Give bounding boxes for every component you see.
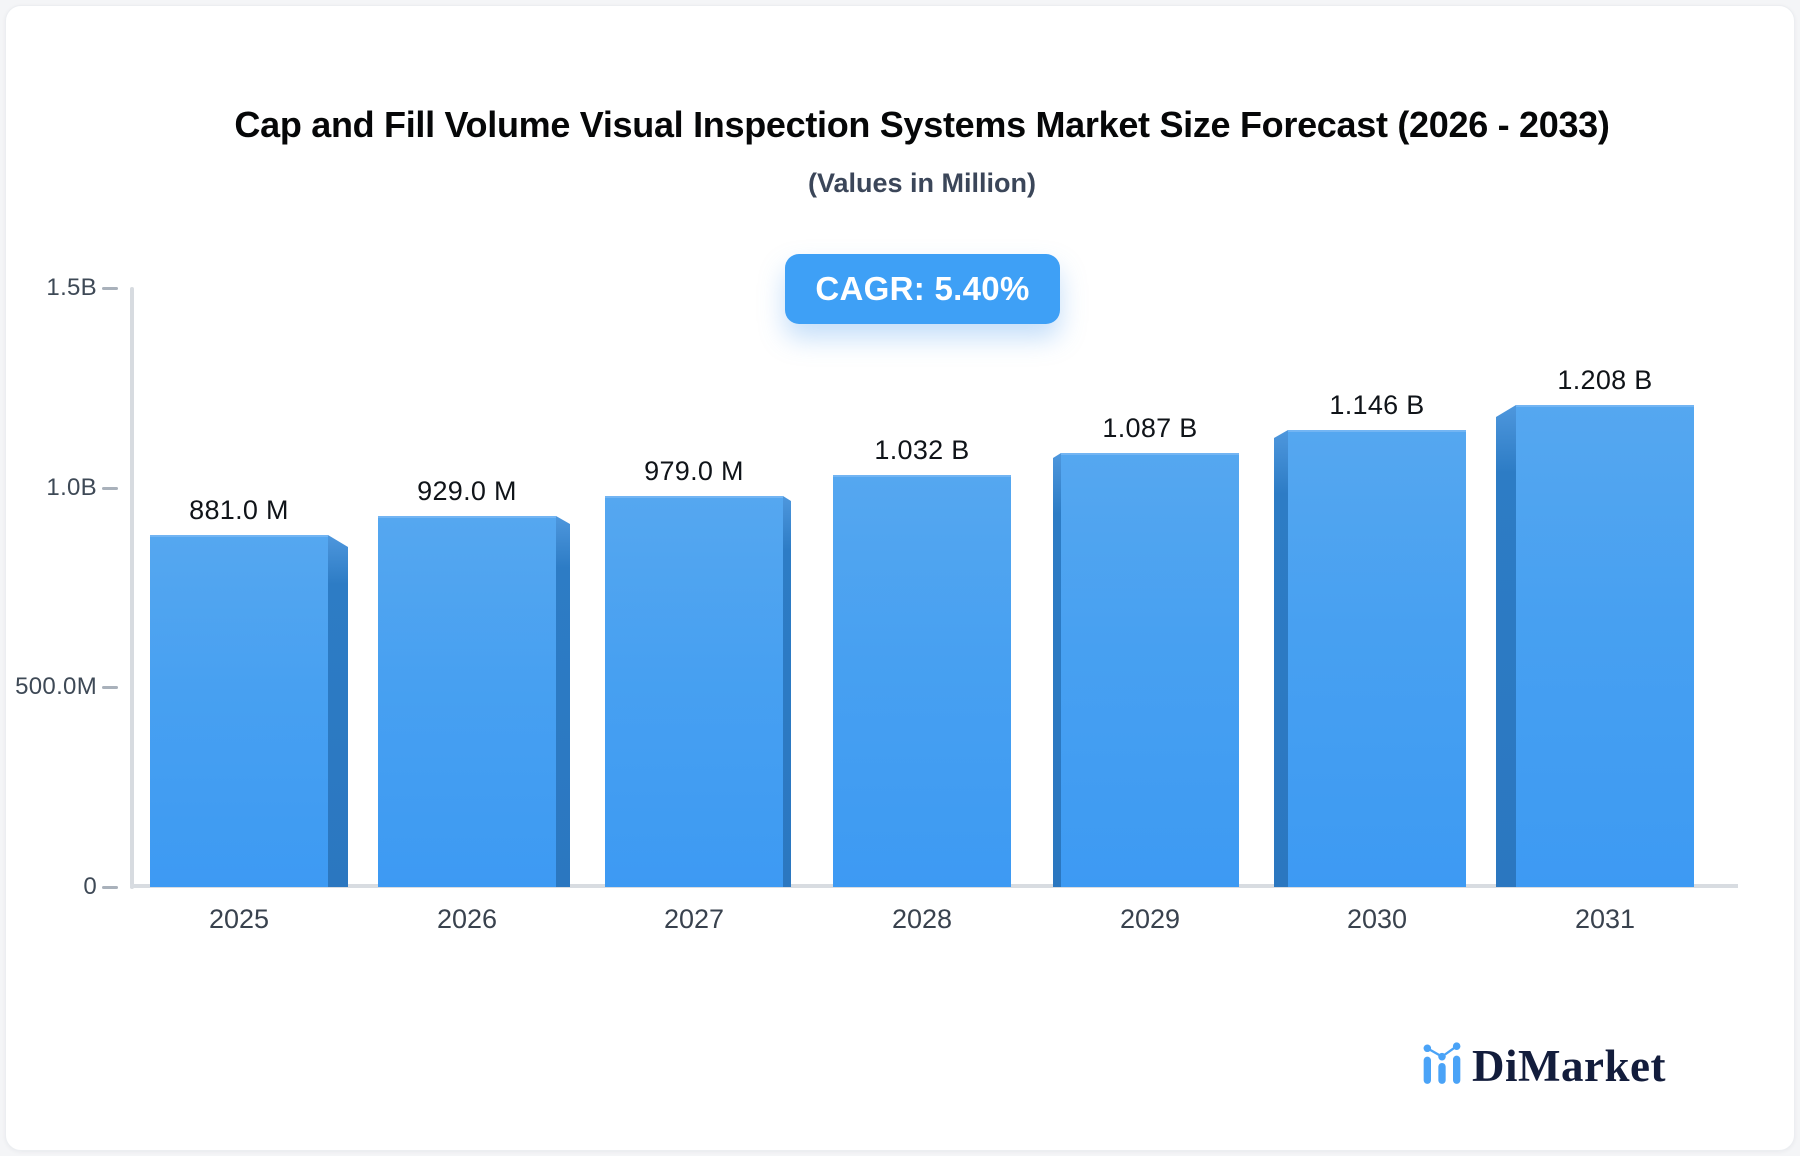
brand-logo: DiMarket	[1422, 1042, 1666, 1090]
bar-value-label-2028: 1.032 B	[874, 435, 970, 465]
x-axis-label-2027: 2027	[663, 904, 725, 934]
mini-bar-chart-icon	[1423, 1042, 1461, 1084]
bar-2025[interactable]	[150, 535, 328, 887]
y-tick-mark	[102, 287, 118, 290]
cagr-badge: CAGR: 5.40%	[785, 254, 1060, 324]
bar-2028[interactable]	[833, 475, 1011, 887]
bar-value-label-2030: 1.146 B	[1329, 390, 1425, 420]
bar-side-face-2026	[556, 516, 570, 887]
y-tick-label: 0	[83, 873, 97, 900]
x-axis-label-2030: 2030	[1346, 904, 1408, 934]
bar-side-face-2029	[1053, 453, 1061, 887]
bar-2031[interactable]	[1516, 405, 1694, 887]
bar-2026[interactable]	[378, 516, 556, 887]
bar-value-label-2026: 929.0 M	[417, 476, 517, 506]
x-axis-label-2026: 2026	[436, 904, 498, 934]
bar-2027[interactable]	[605, 496, 783, 887]
bar-value-label-2031: 1.208 B	[1557, 365, 1653, 395]
y-axis-line	[130, 287, 134, 889]
y-tick-label: 500.0M	[15, 673, 97, 700]
x-axis-label-2029: 2029	[1119, 904, 1181, 934]
bar-2030[interactable]	[1288, 430, 1466, 887]
y-tick-mark	[102, 686, 118, 689]
y-tick-label: 1.0B	[46, 474, 97, 501]
bar-side-face-2031	[1496, 405, 1516, 887]
bar-value-label-2025: 881.0 M	[189, 495, 289, 525]
bar-value-label-2029: 1.087 B	[1102, 413, 1198, 443]
y-tick-mark	[102, 886, 118, 889]
chart-title: Cap and Fill Volume Visual Inspection Sy…	[234, 104, 1610, 145]
brand-name: DiMarket	[1472, 1041, 1666, 1091]
chart-subtitle: (Values in Million)	[807, 168, 1037, 198]
x-axis-label-2031: 2031	[1574, 904, 1636, 934]
x-axis-label-2028: 2028	[891, 904, 953, 934]
bar-side-face-2025	[328, 535, 348, 887]
y-tick-label: 1.5B	[46, 274, 97, 301]
bar-side-face-2027	[783, 496, 791, 887]
bar-2029[interactable]	[1061, 453, 1239, 887]
y-tick-mark	[102, 487, 118, 490]
bar-value-label-2027: 979.0 M	[644, 456, 744, 486]
x-axis-label-2025: 2025	[208, 904, 270, 934]
bar-side-face-2030	[1274, 430, 1288, 887]
